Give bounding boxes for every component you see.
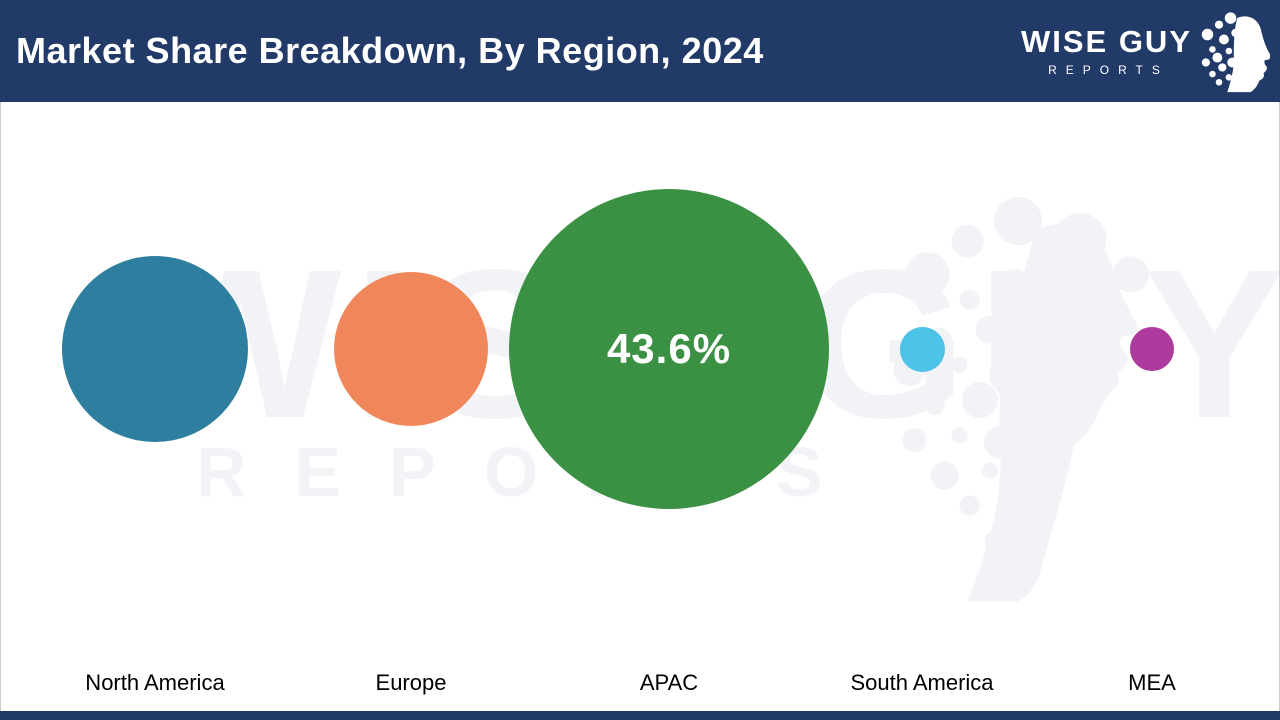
wiseguy-logo: WISE GUY REPORTS — [1021, 0, 1280, 102]
bubble-mea — [1130, 327, 1174, 371]
header-bar: Market Share Breakdown, By Region, 2024 … — [0, 0, 1280, 102]
bubble-north-america — [62, 256, 248, 442]
footer-bar — [0, 711, 1280, 720]
category-label-mea: MEA — [1128, 670, 1176, 695]
bubble-apac: 43.6% — [509, 189, 829, 509]
bubble-europe — [334, 272, 488, 426]
page-title: Market Share Breakdown, By Region, 2024 — [16, 30, 764, 71]
logo-subtitle: REPORTS — [1048, 62, 1169, 77]
watermark-head-icon — [893, 196, 1149, 602]
bubble-value-label-apac: 43.6% — [606, 325, 732, 372]
category-label-europe: Europe — [375, 670, 447, 695]
category-label-north-america: North America — [85, 670, 225, 695]
wiseguy-head-logo-icon — [1201, 12, 1270, 93]
logo-wordmark: WISE GUY — [1020, 23, 1192, 59]
wiseguy-logo-text: WISE GUY REPORTS — [1021, 26, 1192, 77]
category-label-south-america: South America — [850, 670, 994, 695]
category-label-apac: APAC — [639, 670, 699, 695]
chart-area: WISE GUY REPORTS 43.6% North AmericaEuro… — [0, 102, 1280, 712]
bubble-south-america — [899, 326, 945, 372]
